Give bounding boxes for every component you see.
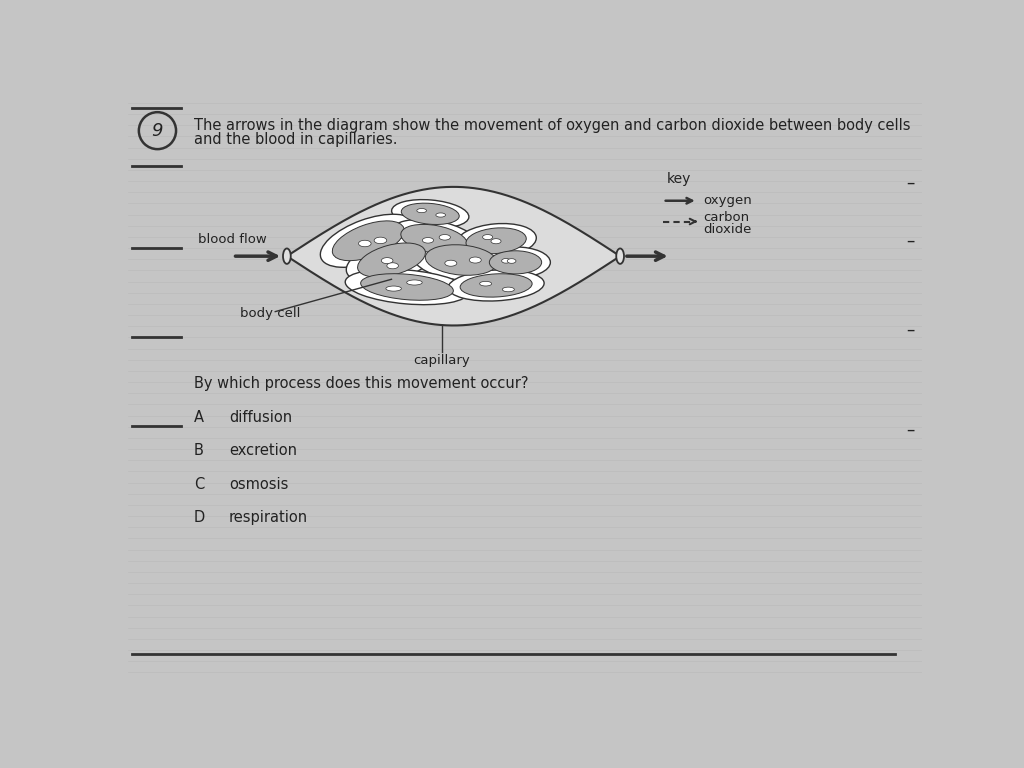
Ellipse shape (424, 215, 433, 219)
Text: dioxide: dioxide (703, 223, 752, 237)
Ellipse shape (401, 204, 459, 224)
Ellipse shape (346, 237, 436, 283)
Text: excretion: excretion (228, 443, 297, 458)
Text: –: – (906, 232, 914, 250)
Text: By which process does this movement occur?: By which process does this movement occu… (194, 376, 528, 391)
Text: osmosis: osmosis (228, 477, 288, 492)
Polygon shape (287, 187, 621, 326)
Ellipse shape (492, 233, 502, 238)
Ellipse shape (456, 223, 537, 258)
Text: key: key (667, 172, 691, 186)
Text: oxygen: oxygen (703, 194, 752, 207)
Ellipse shape (360, 273, 454, 300)
Text: capillary: capillary (414, 353, 470, 366)
Ellipse shape (449, 270, 544, 301)
Text: –: – (906, 420, 914, 439)
Ellipse shape (391, 200, 469, 228)
Ellipse shape (390, 220, 478, 259)
Ellipse shape (357, 243, 425, 277)
Ellipse shape (383, 282, 398, 287)
Ellipse shape (500, 288, 512, 293)
Ellipse shape (333, 221, 404, 260)
Ellipse shape (283, 249, 291, 264)
Text: –: – (906, 320, 914, 339)
Text: body cell: body cell (241, 307, 301, 320)
Text: C: C (194, 477, 204, 492)
Text: D: D (194, 510, 205, 525)
Text: blood flow: blood flow (198, 233, 266, 246)
Ellipse shape (400, 224, 467, 254)
Ellipse shape (364, 242, 376, 249)
Ellipse shape (518, 259, 526, 263)
Ellipse shape (398, 260, 410, 266)
Ellipse shape (480, 247, 550, 278)
Ellipse shape (414, 240, 509, 280)
Text: A: A (194, 410, 204, 425)
Text: and the blood in capillaries.: and the blood in capillaries. (194, 132, 397, 147)
Text: 9: 9 (152, 121, 163, 140)
Ellipse shape (444, 255, 456, 260)
Ellipse shape (434, 236, 445, 241)
Ellipse shape (479, 280, 492, 284)
Text: diffusion: diffusion (228, 410, 292, 425)
Ellipse shape (455, 256, 467, 262)
Text: –: – (906, 174, 914, 192)
Ellipse shape (505, 262, 513, 266)
Text: carbon: carbon (703, 211, 750, 224)
Ellipse shape (345, 270, 469, 305)
Ellipse shape (368, 237, 380, 244)
Text: respiration: respiration (228, 510, 308, 525)
Ellipse shape (425, 245, 498, 275)
Ellipse shape (460, 273, 532, 297)
Ellipse shape (385, 280, 401, 285)
Ellipse shape (430, 213, 439, 217)
Text: B: B (194, 443, 204, 458)
Text: The arrows in the diagram show the movement of oxygen and carbon dioxide between: The arrows in the diagram show the movem… (194, 118, 910, 133)
Ellipse shape (489, 251, 542, 274)
Ellipse shape (321, 214, 416, 267)
Ellipse shape (487, 241, 498, 246)
Ellipse shape (466, 228, 526, 253)
Ellipse shape (430, 239, 441, 244)
Ellipse shape (389, 261, 400, 267)
Ellipse shape (616, 249, 624, 264)
